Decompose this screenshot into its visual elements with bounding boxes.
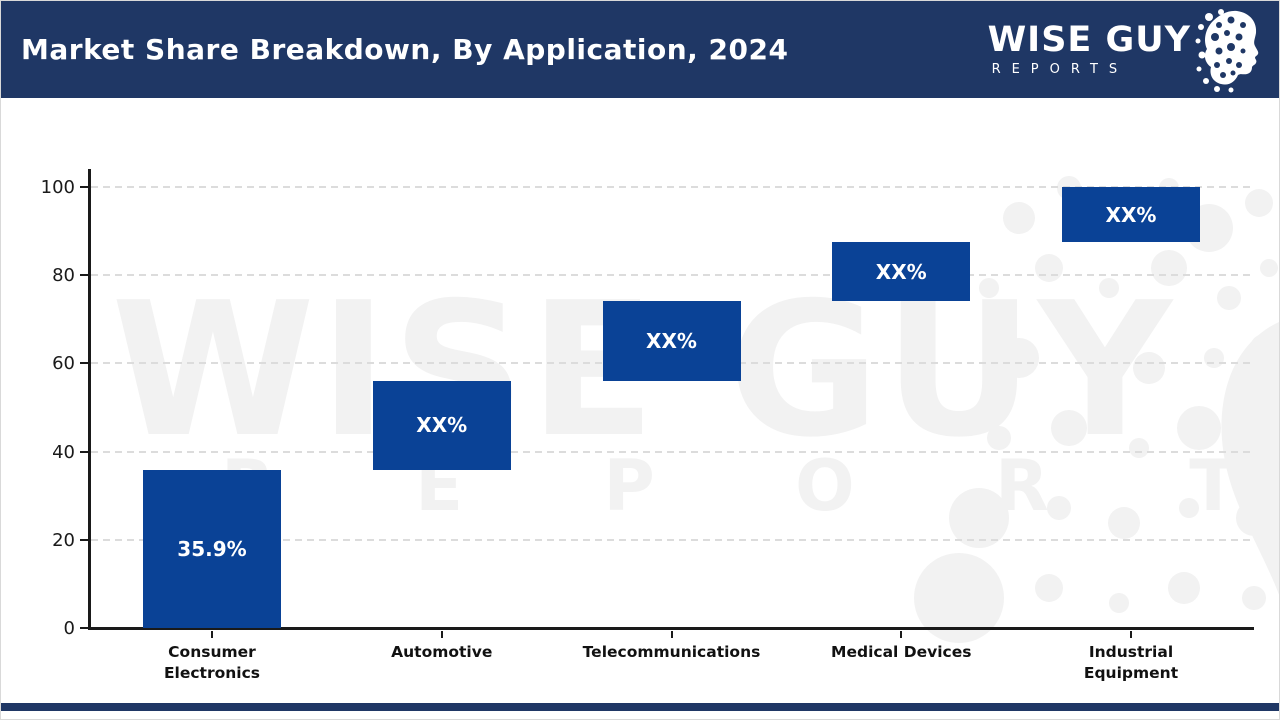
y-tick-label-0: 0 [63, 618, 75, 639]
gridline-20 [91, 538, 1254, 541]
y-tick-mark-100 [80, 186, 88, 188]
y-tick-label-100: 100 [40, 177, 75, 198]
footer-bar [1, 703, 1279, 711]
y-tick-label-60: 60 [52, 353, 75, 375]
bar-industrial-equipment: XX% [1062, 187, 1200, 243]
bar-value-label-medical-devices: XX% [875, 259, 927, 284]
chart-region: WISE GUY R E P O R T S 0 [1, 98, 1279, 711]
gridline-40 [91, 450, 1254, 453]
y-tick-mark-60 [80, 362, 88, 365]
header: Market Share Breakdown, By Application, … [1, 1, 1279, 98]
bar-value-label-automotive: XX% [416, 413, 468, 438]
x-tick-mark-industrial-equipment [1130, 631, 1132, 638]
category-label-medical-devices: Medical Devices [831, 643, 972, 661]
gridline-80 [91, 274, 1254, 277]
category-label-industrial-equipment: Industrial Equipment [1083, 643, 1179, 682]
brand-logo: WISE GUY REPORTS [988, 7, 1279, 93]
y-tick-mark-0 [80, 627, 88, 629]
brand-logo-sub: REPORTS [991, 61, 1129, 77]
x-axis [88, 627, 1254, 630]
y-tick-label-20: 20 [52, 529, 75, 551]
x-tick-mark-medical-devices [900, 631, 903, 638]
x-tick-mark-telecommunications [670, 631, 673, 638]
y-tick-label-40: 40 [52, 441, 75, 463]
bar-value-label-industrial-equipment: XX% [1105, 202, 1157, 227]
bar-automotive: XX% [372, 380, 511, 470]
bar-telecommunications: XX% [602, 301, 741, 381]
category-label-automotive: Automotive [391, 643, 493, 661]
bar-medical-devices: XX% [832, 242, 971, 302]
y-tick-label-80: 80 [52, 265, 75, 287]
x-tick-mark-automotive [440, 631, 443, 638]
y-tick-mark-80 [80, 274, 88, 277]
x-tick-mark-consumer-electronics [211, 631, 213, 638]
bar-value-label-consumer-electronics: 35.9% [177, 536, 247, 561]
page-title: Market Share Breakdown, By Application, … [21, 33, 789, 66]
y-axis [88, 169, 91, 630]
category-label-telecommunications: Telecommunications [582, 643, 761, 661]
bar-value-label-telecommunications: XX% [646, 328, 697, 353]
plot-area: 0 20 40 60 80 100 35.9% Consumer Electronics XX%… [41, 169, 1254, 682]
y-tick-mark-40 [80, 450, 88, 453]
gridline-100 [91, 186, 1254, 188]
brand-logo-name: WISE GUY [987, 19, 1191, 60]
bar-consumer-electronics: 35.9% [143, 469, 281, 628]
category-label-consumer-electronics: Consumer Electronics [163, 643, 261, 682]
y-tick-mark-20 [80, 538, 88, 541]
face-dots-icon [1195, 8, 1259, 92]
